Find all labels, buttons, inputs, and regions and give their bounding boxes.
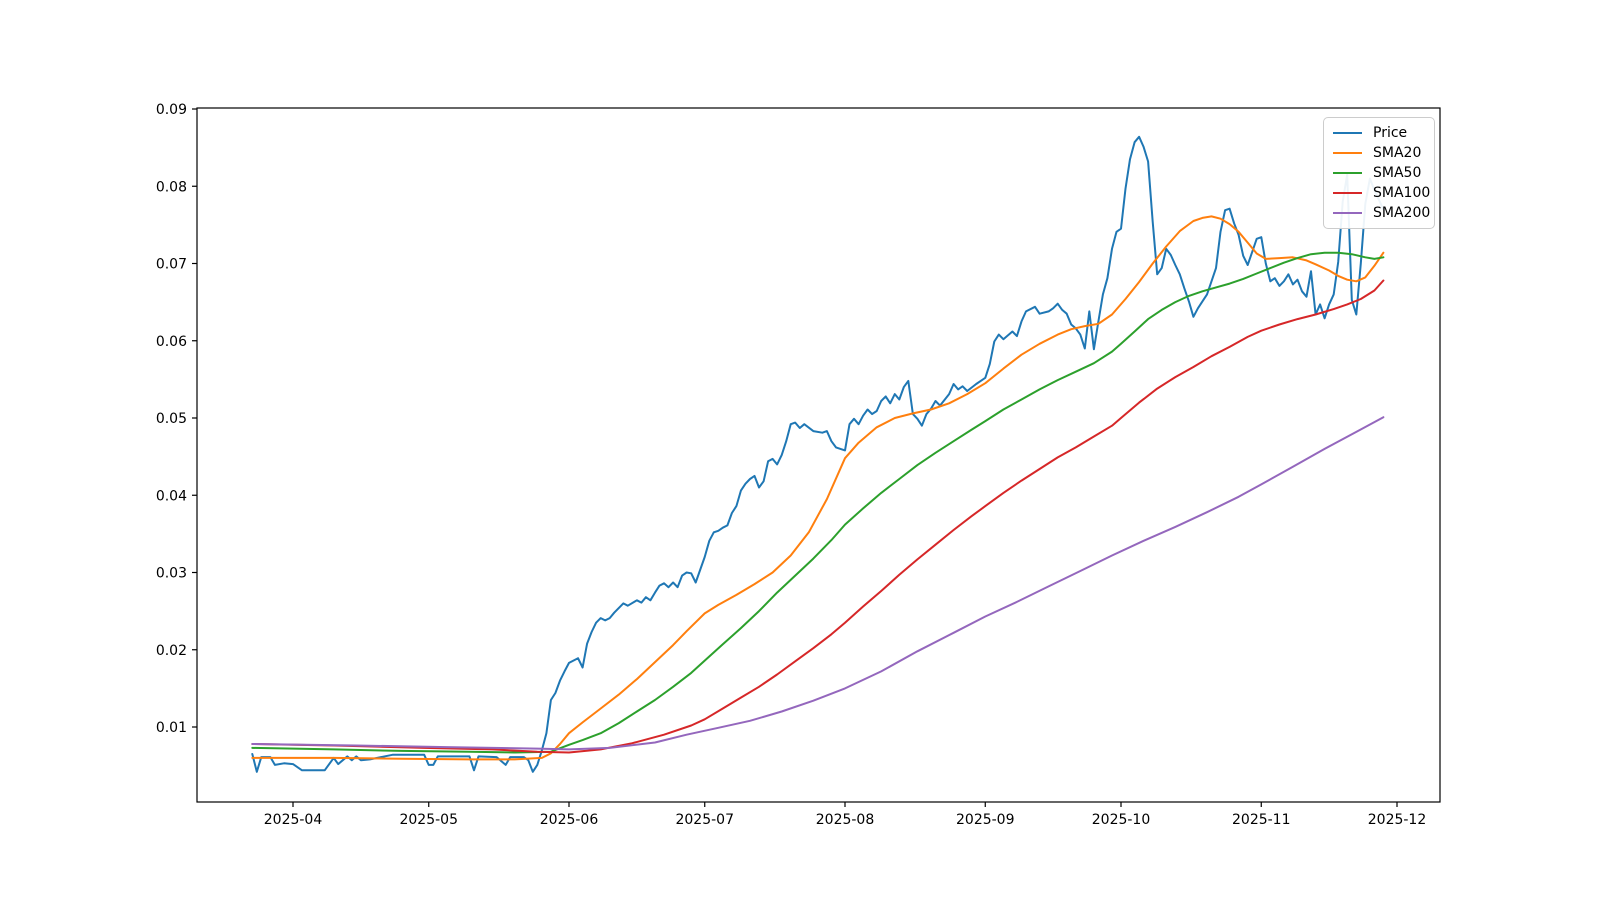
legend-line-sample xyxy=(1333,192,1362,194)
x-tick-label: 2025-11 xyxy=(1232,812,1291,828)
series-line-price xyxy=(251,135,1385,773)
y-tick-label: 0.01 xyxy=(156,720,187,736)
legend-label: SMA100 xyxy=(1373,185,1431,201)
y-tick-label: 0.06 xyxy=(156,334,187,350)
x-tick-label: 2025-10 xyxy=(1092,812,1151,828)
legend-label: SMA50 xyxy=(1373,165,1422,181)
legend-item-price: Price xyxy=(1333,123,1426,143)
y-tick-label: 0.07 xyxy=(156,257,187,273)
x-tick-label: 2025-06 xyxy=(540,812,599,828)
series-line-sma200 xyxy=(251,416,1385,751)
legend-line-sample xyxy=(1333,132,1362,134)
x-tick-label: 2025-09 xyxy=(956,812,1015,828)
y-tick-label: 0.05 xyxy=(156,411,187,427)
legend-item-sma200: SMA200 xyxy=(1333,203,1430,223)
legend-label: Price xyxy=(1373,125,1408,141)
series-line-sma20 xyxy=(251,215,1385,761)
y-tick-label: 0.03 xyxy=(156,566,187,582)
legend-item-sma50: SMA50 xyxy=(1333,163,1426,183)
series-line-sma50 xyxy=(251,251,1385,754)
series-line-sma100 xyxy=(251,279,1385,754)
y-tick-label: 0.08 xyxy=(156,179,187,195)
legend-item-sma100: SMA100 xyxy=(1333,183,1430,203)
y-tick-label: 0.02 xyxy=(156,643,187,659)
legend-label: SMA20 xyxy=(1373,145,1422,161)
legend-line-sample xyxy=(1333,152,1362,154)
y-tick-label: 0.09 xyxy=(156,102,187,118)
x-tick-label: 2025-05 xyxy=(399,812,458,828)
x-tick-label: 2025-12 xyxy=(1368,812,1427,828)
x-tick-label: 2025-07 xyxy=(675,812,734,828)
plot-border xyxy=(196,107,1441,803)
x-tick-label: 2025-08 xyxy=(816,812,875,828)
legend-line-sample xyxy=(1333,172,1362,174)
y-tick-label: 0.04 xyxy=(156,488,187,504)
legend-item-sma20: SMA20 xyxy=(1333,143,1426,163)
x-tick-label: 2025-04 xyxy=(264,812,323,828)
legend-label: SMA200 xyxy=(1373,205,1431,221)
legend: Price SMA20 SMA50 SMA100 SMA200 xyxy=(1323,117,1435,229)
legend-line-sample xyxy=(1333,212,1362,214)
